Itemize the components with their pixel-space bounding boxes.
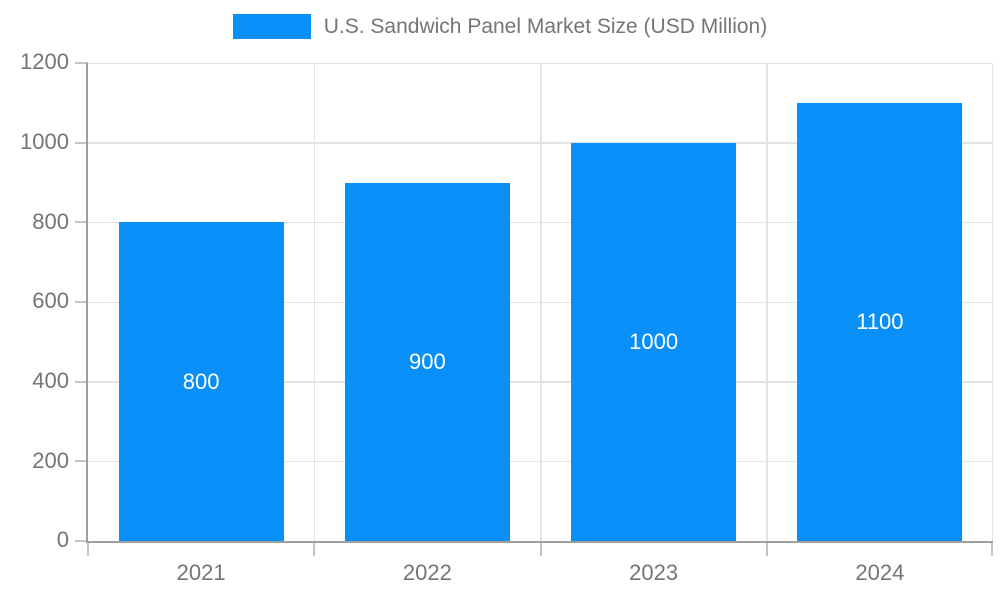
plot-area: 0 200 400 600 800 1000 1200 800 2021 900 2022 1000 2… — [20, 49, 993, 585]
y-axis-tick — [75, 301, 88, 303]
x-axis-tick — [313, 541, 316, 556]
legend-swatch[interactable] — [232, 14, 311, 39]
bar-2023: 1000 — [571, 142, 737, 541]
bar-value-label: 800 — [182, 368, 220, 394]
gridline-vertical — [991, 63, 993, 541]
y-tick-label: 1200 — [20, 49, 69, 75]
gridline-vertical — [540, 63, 542, 541]
x-tick-label: 2023 — [629, 560, 679, 585]
y-axis-tick — [75, 540, 88, 542]
y-axis-tick — [75, 141, 88, 144]
bar-2022: 900 — [344, 182, 510, 541]
x-axis-tick — [539, 541, 542, 556]
bar-value-label: 1100 — [856, 308, 904, 334]
y-axis-tick — [75, 380, 88, 383]
x-axis-tick — [87, 541, 89, 556]
x-tick-label: 2022 — [402, 560, 452, 585]
bar-value-label: 1000 — [629, 328, 679, 354]
bar-value-label: 900 — [409, 348, 446, 374]
legend[interactable]: U.S. Sandwich Panel Market Size (USD Mil… — [0, 14, 1000, 39]
gridline-vertical — [766, 63, 768, 541]
x-axis-tick — [991, 541, 993, 556]
y-tick-label: 1000 — [20, 129, 69, 155]
bar-2024: 1100 — [797, 102, 963, 541]
x-tick-label: 2021 — [176, 560, 226, 585]
y-tick-label: 200 — [32, 447, 69, 473]
y-axis-tick — [75, 62, 88, 64]
chart-title: U.S. Sandwich Panel Market Size (USD Mil… — [323, 15, 768, 38]
y-axis-line — [86, 63, 88, 541]
y-axis-tick — [75, 221, 88, 224]
x-tick-label: 2024 — [855, 560, 905, 585]
x-axis-line — [86, 541, 993, 543]
y-tick-label: 400 — [32, 368, 69, 394]
x-axis-tick — [765, 541, 768, 556]
y-tick-label: 800 — [32, 208, 69, 234]
bar-2021: 800 — [118, 222, 284, 541]
y-tick-label: 600 — [32, 288, 69, 314]
y-tick-label: 0 — [56, 527, 69, 553]
gridline-vertical — [313, 63, 316, 541]
y-axis-tick — [75, 460, 88, 463]
